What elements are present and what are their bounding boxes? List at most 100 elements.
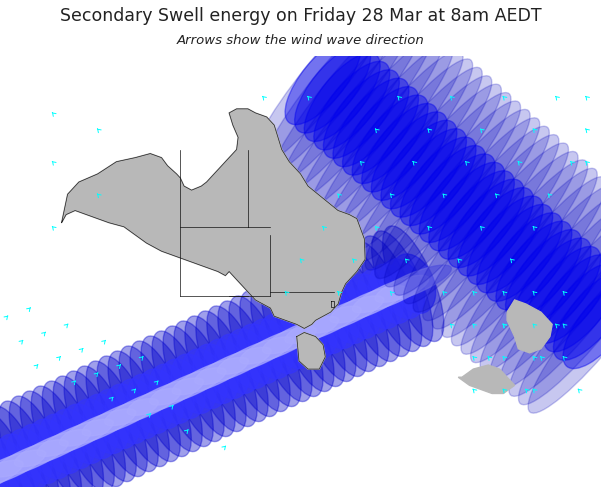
- Ellipse shape: [338, 246, 400, 361]
- Ellipse shape: [544, 263, 601, 352]
- Ellipse shape: [59, 409, 136, 446]
- Ellipse shape: [50, 409, 96, 468]
- Ellipse shape: [150, 368, 226, 405]
- Ellipse shape: [292, 299, 337, 358]
- Ellipse shape: [347, 274, 392, 334]
- Ellipse shape: [403, 126, 549, 304]
- Ellipse shape: [461, 177, 601, 354]
- Ellipse shape: [259, 314, 304, 374]
- Ellipse shape: [391, 254, 436, 314]
- Ellipse shape: [82, 398, 158, 436]
- Ellipse shape: [337, 67, 482, 245]
- Ellipse shape: [519, 227, 601, 405]
- Ellipse shape: [505, 230, 581, 318]
- Ellipse shape: [215, 334, 260, 393]
- Ellipse shape: [328, 251, 389, 367]
- Ellipse shape: [0, 460, 23, 487]
- Ellipse shape: [61, 404, 106, 464]
- Ellipse shape: [383, 226, 444, 341]
- Ellipse shape: [308, 296, 383, 333]
- Ellipse shape: [515, 238, 591, 327]
- Ellipse shape: [152, 331, 213, 447]
- Ellipse shape: [218, 301, 279, 416]
- Ellipse shape: [273, 276, 334, 392]
- Ellipse shape: [350, 241, 411, 356]
- Ellipse shape: [229, 296, 290, 412]
- Ellipse shape: [284, 271, 345, 387]
- Ellipse shape: [172, 357, 248, 395]
- Ellipse shape: [308, 42, 454, 220]
- Ellipse shape: [509, 219, 601, 396]
- Ellipse shape: [525, 246, 600, 335]
- Ellipse shape: [303, 294, 348, 354]
- Ellipse shape: [196, 311, 257, 427]
- Ellipse shape: [400, 137, 476, 225]
- Ellipse shape: [94, 389, 139, 449]
- Ellipse shape: [207, 306, 268, 422]
- Ellipse shape: [64, 371, 126, 487]
- Ellipse shape: [346, 76, 492, 253]
- Ellipse shape: [306, 261, 367, 376]
- Ellipse shape: [317, 51, 463, 228]
- Ellipse shape: [432, 151, 578, 329]
- Ellipse shape: [182, 349, 227, 409]
- Ellipse shape: [0, 450, 46, 487]
- Ellipse shape: [0, 449, 7, 487]
- Text: Secondary Swell energy on Friday 28 Mar at 8am AEDT: Secondary Swell energy on Friday 28 Mar …: [59, 7, 542, 25]
- Ellipse shape: [480, 193, 601, 371]
- Ellipse shape: [496, 221, 572, 310]
- Ellipse shape: [0, 416, 26, 487]
- Ellipse shape: [195, 347, 271, 385]
- Ellipse shape: [171, 354, 216, 413]
- Ellipse shape: [477, 205, 553, 293]
- Ellipse shape: [429, 162, 505, 251]
- Ellipse shape: [240, 327, 316, 364]
- Ellipse shape: [554, 272, 601, 360]
- Polygon shape: [297, 333, 325, 369]
- Ellipse shape: [17, 424, 63, 484]
- Ellipse shape: [53, 376, 114, 487]
- Ellipse shape: [116, 379, 161, 438]
- Ellipse shape: [0, 421, 16, 487]
- Ellipse shape: [248, 319, 293, 378]
- Ellipse shape: [369, 264, 413, 323]
- Ellipse shape: [457, 187, 534, 276]
- Ellipse shape: [86, 361, 147, 477]
- Ellipse shape: [193, 344, 238, 404]
- Ellipse shape: [163, 326, 224, 442]
- Ellipse shape: [471, 185, 601, 363]
- Ellipse shape: [442, 160, 588, 337]
- Ellipse shape: [75, 366, 136, 482]
- Ellipse shape: [0, 439, 29, 487]
- Ellipse shape: [423, 143, 569, 320]
- Ellipse shape: [361, 236, 422, 352]
- Ellipse shape: [534, 255, 601, 343]
- Ellipse shape: [314, 289, 359, 349]
- Text: Arrows show the wind wave direction: Arrows show the wind wave direction: [177, 34, 424, 47]
- Ellipse shape: [218, 337, 293, 374]
- Ellipse shape: [356, 84, 501, 262]
- Ellipse shape: [0, 406, 49, 487]
- Ellipse shape: [327, 59, 472, 237]
- Ellipse shape: [528, 236, 601, 413]
- Ellipse shape: [279, 17, 425, 194]
- Ellipse shape: [28, 419, 73, 479]
- Ellipse shape: [499, 210, 601, 388]
- Ellipse shape: [563, 280, 601, 369]
- Ellipse shape: [72, 399, 117, 459]
- Ellipse shape: [375, 265, 451, 302]
- Ellipse shape: [380, 259, 425, 318]
- Ellipse shape: [490, 202, 601, 379]
- Ellipse shape: [42, 381, 103, 487]
- Ellipse shape: [260, 0, 406, 178]
- Ellipse shape: [174, 321, 235, 436]
- Ellipse shape: [149, 364, 194, 424]
- Ellipse shape: [467, 196, 543, 284]
- Ellipse shape: [237, 324, 282, 383]
- Ellipse shape: [486, 213, 563, 301]
- Ellipse shape: [294, 266, 356, 381]
- Ellipse shape: [127, 374, 172, 433]
- Ellipse shape: [323, 70, 399, 158]
- Ellipse shape: [7, 429, 51, 487]
- Ellipse shape: [250, 0, 396, 169]
